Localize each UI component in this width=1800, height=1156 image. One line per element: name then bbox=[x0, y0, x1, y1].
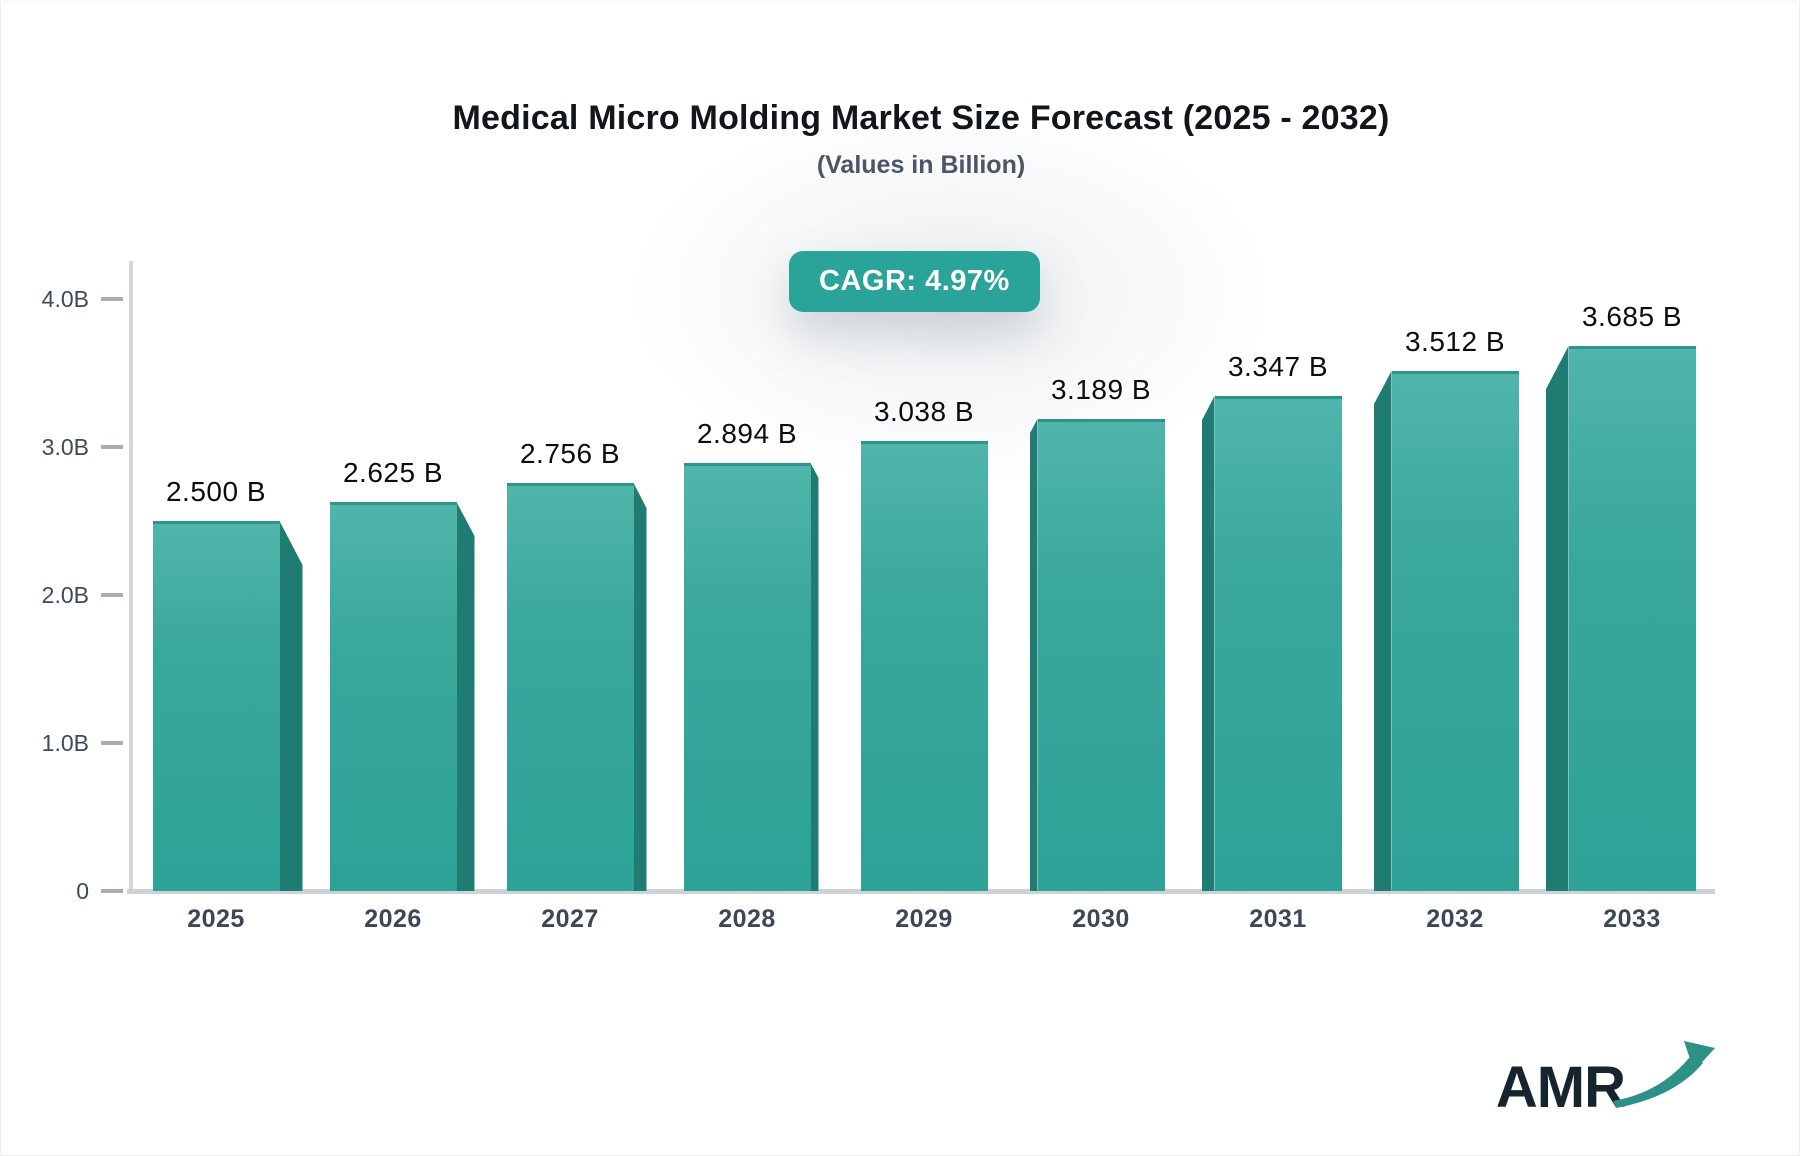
bar-2033 bbox=[1568, 346, 1696, 891]
bar-2026 bbox=[329, 502, 457, 891]
bar-side-2026 bbox=[456, 502, 475, 891]
bar-side-2027 bbox=[633, 483, 647, 891]
bar-2025 bbox=[152, 521, 280, 891]
brand-logo: AMR bbox=[1496, 1035, 1721, 1117]
chart-title: Medical Micro Molding Market Size Foreca… bbox=[452, 99, 1390, 137]
brand-wordmark: AMR bbox=[1495, 1055, 1626, 1120]
x-axis-baseline bbox=[127, 889, 1715, 894]
x-axis-label-2027: 2027 bbox=[541, 905, 599, 933]
bar-value-label-2031: 3.347 B bbox=[1227, 351, 1329, 382]
x-axis-label-2025: 2025 bbox=[187, 905, 245, 933]
x-axis-label-2032: 2032 bbox=[1426, 905, 1484, 933]
bar-2027 bbox=[506, 483, 634, 891]
bar-value-label-2025: 2.500 B bbox=[165, 476, 267, 507]
y-tick-dash bbox=[101, 741, 123, 745]
bar-value-label-2026: 2.625 B bbox=[342, 457, 444, 488]
y-tick-dash bbox=[101, 889, 123, 893]
y-tick-label: 4.0B bbox=[41, 286, 89, 312]
x-axis-label-2030: 2030 bbox=[1072, 905, 1130, 933]
bar-2032 bbox=[1391, 371, 1519, 891]
bar-side-2032 bbox=[1373, 371, 1392, 891]
x-axis-label-2026: 2026 bbox=[364, 905, 422, 933]
growth-arrow-icon bbox=[1613, 1041, 1715, 1108]
chart-subtitle: (Values in Billion) bbox=[816, 151, 1026, 179]
x-axis-label-2029: 2029 bbox=[895, 905, 953, 933]
bar-value-label-2027: 2.756 B bbox=[519, 438, 621, 469]
bar-value-label-2033: 3.685 B bbox=[1581, 301, 1683, 332]
bar-side-2031 bbox=[1201, 396, 1215, 891]
bar-value-label-2030: 3.189 B bbox=[1050, 374, 1152, 405]
bar-side-2025 bbox=[279, 521, 303, 891]
y-axis-line bbox=[129, 261, 133, 893]
cagr-badge: CAGR: 4.97% bbox=[789, 251, 1040, 312]
y-tick-label: 3.0B bbox=[41, 434, 89, 460]
bar-side-2028 bbox=[810, 463, 819, 891]
y-tick-dash bbox=[101, 593, 123, 597]
bar-2030 bbox=[1037, 419, 1165, 891]
bar-value-label-2028: 2.894 B bbox=[696, 418, 798, 449]
y-tick-dash bbox=[101, 445, 123, 449]
bar-value-label-2032: 3.512 B bbox=[1404, 326, 1506, 357]
y-tick-label: 2.0B bbox=[41, 582, 89, 608]
y-tick-dash bbox=[101, 297, 123, 301]
bar-2028 bbox=[683, 463, 811, 891]
y-tick-label: 0 bbox=[76, 878, 89, 904]
bar-value-label-2029: 3.038 B bbox=[873, 396, 975, 427]
bar-side-2030 bbox=[1029, 419, 1038, 891]
y-tick-label: 1.0B bbox=[41, 730, 89, 756]
bar-side-2033 bbox=[1545, 346, 1569, 891]
x-axis-label-2028: 2028 bbox=[718, 905, 776, 933]
x-axis-label-2031: 2031 bbox=[1249, 905, 1307, 933]
x-axis-label-2033: 2033 bbox=[1603, 905, 1661, 933]
bar-2031 bbox=[1214, 396, 1342, 891]
bar-2029 bbox=[860, 441, 988, 891]
